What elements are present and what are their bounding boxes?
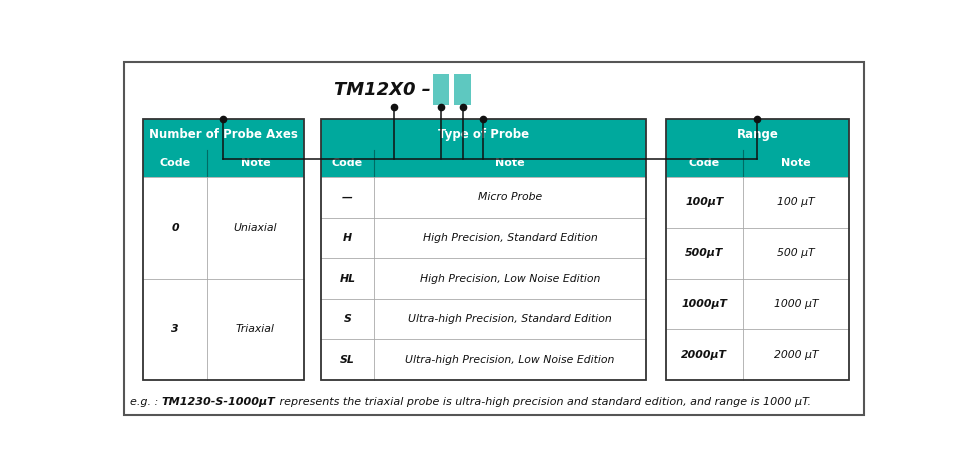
Text: Range: Range	[736, 128, 778, 141]
Text: TM12X0 –: TM12X0 –	[334, 81, 431, 99]
Bar	[143, 150, 304, 177]
Text: Number of Probe Axes: Number of Probe Axes	[148, 128, 298, 141]
Text: Code: Code	[159, 158, 191, 168]
Text: 100μT: 100μT	[685, 198, 723, 208]
Text: Code: Code	[332, 158, 363, 168]
Text: e.g. :: e.g. :	[130, 397, 162, 407]
Text: Note: Note	[495, 158, 524, 168]
Text: SL: SL	[340, 355, 355, 365]
Text: 500μT: 500μT	[685, 248, 723, 258]
Text: High Precision, Low Noise Edition: High Precision, Low Noise Edition	[420, 273, 601, 283]
Text: 1000 μT: 1000 μT	[773, 299, 818, 309]
Bar	[666, 150, 849, 177]
Text: 100 μT: 100 μT	[777, 198, 815, 208]
Bar	[143, 119, 304, 380]
Text: —: —	[342, 192, 353, 202]
Text: Micro Probe: Micro Probe	[478, 192, 542, 202]
Text: 2000 μT: 2000 μT	[773, 349, 818, 360]
Text: represents the triaxial probe is ultra-high precision and standard edition, and : represents the triaxial probe is ultra-h…	[276, 397, 811, 407]
Bar	[454, 74, 470, 105]
Text: TM1230-S-1000μT: TM1230-S-1000μT	[162, 397, 276, 407]
Text: Note: Note	[241, 158, 270, 168]
Bar	[666, 119, 849, 380]
Text: Ultra-high Precision, Low Noise Edition: Ultra-high Precision, Low Noise Edition	[405, 355, 615, 365]
Bar	[321, 119, 646, 380]
Bar	[666, 119, 849, 380]
Text: HL: HL	[339, 273, 356, 283]
Text: Uniaxial: Uniaxial	[233, 223, 277, 233]
Text: 500 μT: 500 μT	[777, 248, 815, 258]
Text: 0: 0	[172, 223, 179, 233]
Bar	[143, 119, 304, 380]
Bar	[666, 119, 849, 150]
Text: 1000μT: 1000μT	[682, 299, 727, 309]
Text: High Precision, Standard Edition: High Precision, Standard Edition	[422, 233, 598, 243]
Bar	[433, 74, 449, 105]
Text: 2000μT: 2000μT	[682, 349, 727, 360]
Text: Code: Code	[688, 158, 720, 168]
Text: S: S	[343, 314, 352, 324]
Text: H: H	[343, 233, 352, 243]
Bar	[321, 119, 646, 380]
Text: Note: Note	[781, 158, 811, 168]
Text: Ultra-high Precision, Standard Edition: Ultra-high Precision, Standard Edition	[408, 314, 612, 324]
Bar	[321, 119, 646, 150]
Text: Triaxial: Triaxial	[236, 324, 275, 334]
Text: 3: 3	[172, 324, 179, 334]
Bar	[143, 119, 304, 150]
Bar	[321, 150, 646, 177]
Text: Type of Probe: Type of Probe	[438, 128, 529, 141]
